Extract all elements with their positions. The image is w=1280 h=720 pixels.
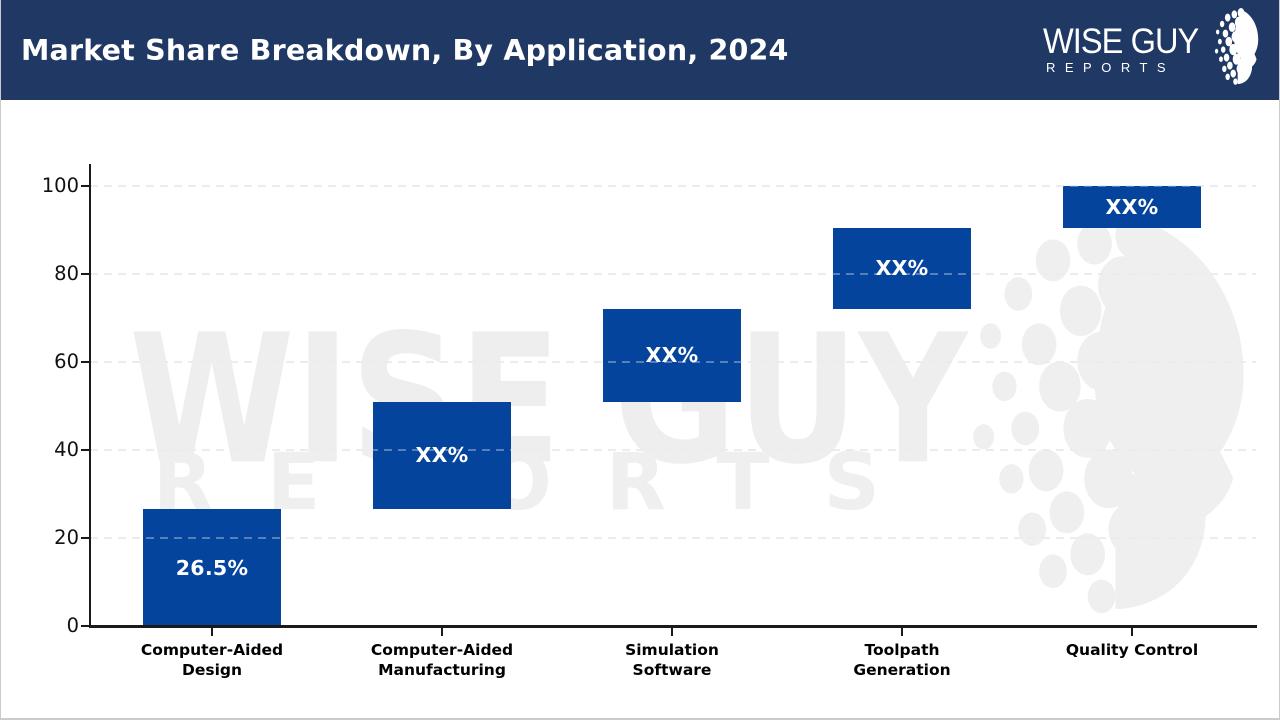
y-tick-mark bbox=[81, 625, 90, 627]
y-tick-mark bbox=[81, 361, 90, 363]
logo-wordmark: WISE GUY bbox=[1043, 22, 1199, 61]
y-tick-mark bbox=[81, 273, 90, 275]
x-axis-line bbox=[89, 625, 1257, 628]
y-tick-mark bbox=[81, 449, 90, 451]
gridline-overlay bbox=[90, 185, 1256, 187]
gridline bbox=[90, 449, 1256, 451]
y-tick-label: 0 bbox=[66, 614, 79, 637]
wise-guy-reports-logo: WISE GUY REPORTS bbox=[1043, 8, 1268, 92]
page-title: Market Share Breakdown, By Application, … bbox=[21, 33, 789, 67]
bar-value-label: XX% bbox=[1105, 194, 1159, 219]
y-tick-label: 80 bbox=[54, 262, 79, 285]
y-tick-mark bbox=[81, 185, 90, 187]
y-tick-label: 40 bbox=[54, 438, 79, 461]
gridline-overlay bbox=[90, 361, 1256, 363]
x-tick-mark bbox=[671, 627, 673, 636]
waterfall-bar: XX% bbox=[373, 401, 511, 510]
x-category-label: Quality Control bbox=[1065, 641, 1199, 659]
y-tick-label: 60 bbox=[54, 350, 79, 373]
x-tick-mark bbox=[441, 627, 443, 636]
logo-subtext: REPORTS bbox=[1046, 60, 1176, 75]
gridline bbox=[90, 537, 1256, 539]
gridline-overlay bbox=[90, 449, 1256, 451]
gridline bbox=[90, 185, 1256, 187]
x-tick-mark bbox=[901, 627, 903, 636]
x-category-label: Simulation Software bbox=[625, 641, 719, 679]
bar-value-label: XX% bbox=[875, 256, 929, 281]
y-tick-label: 100 bbox=[41, 174, 79, 197]
y-axis-line bbox=[89, 164, 91, 628]
x-tick-mark bbox=[1131, 627, 1133, 636]
gridline-overlay bbox=[90, 537, 1256, 539]
gridline-overlay bbox=[90, 273, 1256, 275]
header-bar: Market Share Breakdown, By Application, … bbox=[1, 0, 1279, 100]
x-category-label: Computer-Aided Design bbox=[140, 641, 284, 679]
waterfall-bar: XX% bbox=[1063, 186, 1201, 228]
bar-value-label: XX% bbox=[415, 443, 469, 468]
x-category-label: Computer-Aided Manufacturing bbox=[370, 641, 514, 679]
waterfall-bar: XX% bbox=[833, 227, 971, 310]
y-tick-mark bbox=[81, 537, 90, 539]
bar-value-label: 26.5% bbox=[175, 555, 249, 580]
waterfall-bar: XX% bbox=[603, 309, 741, 402]
bar-value-label: XX% bbox=[645, 343, 699, 368]
gridline bbox=[90, 273, 1256, 275]
waterfall-bar: 26.5% bbox=[143, 509, 281, 626]
x-category-label: Toolpath Generation bbox=[853, 641, 951, 679]
y-tick-label: 20 bbox=[54, 526, 79, 549]
x-tick-mark bbox=[211, 627, 213, 636]
